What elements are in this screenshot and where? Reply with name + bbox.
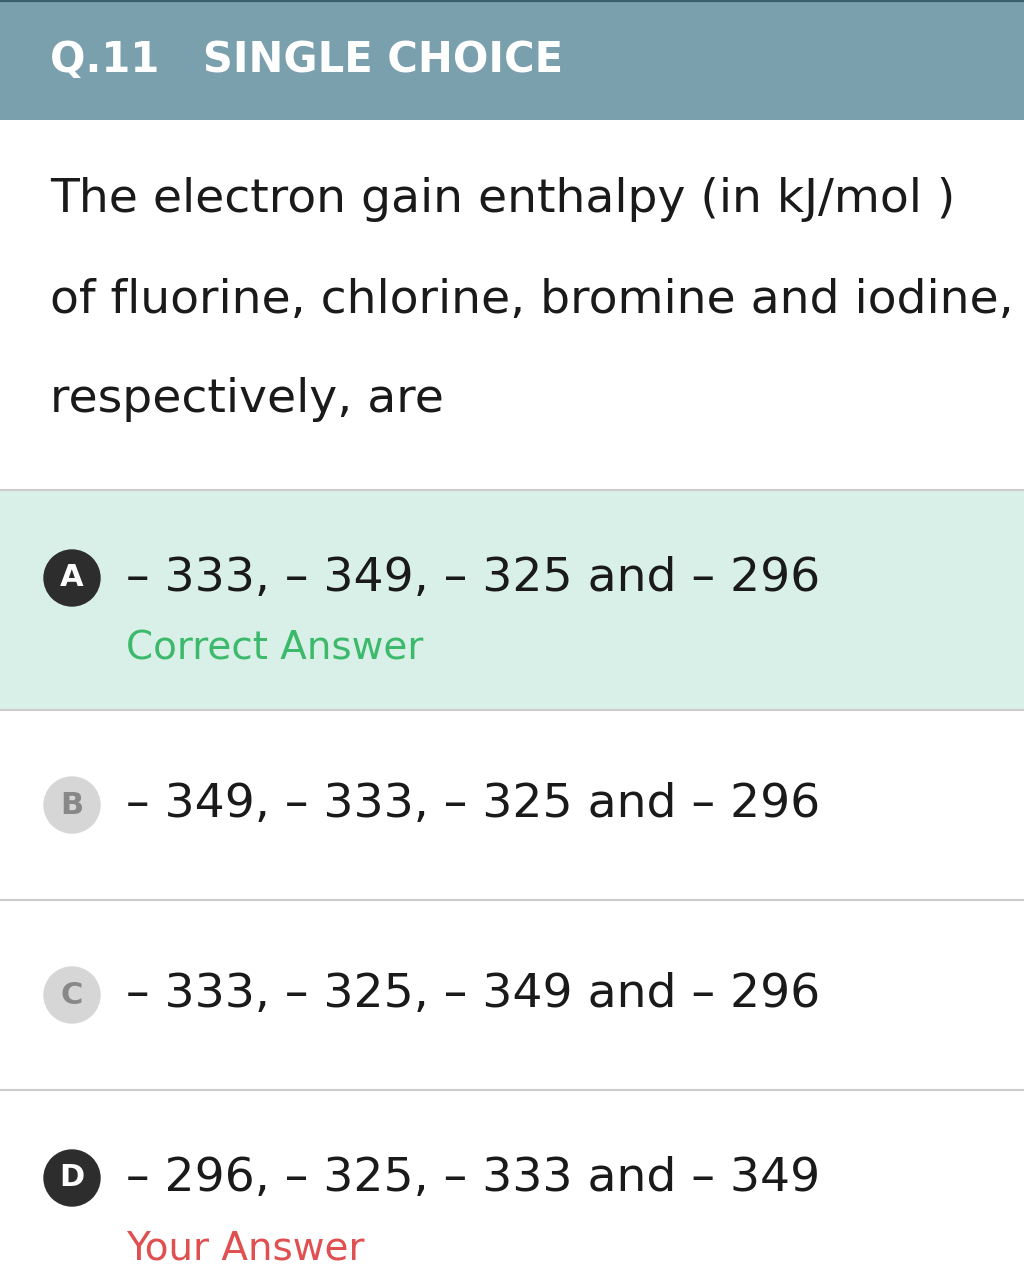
Circle shape — [44, 777, 100, 833]
Text: A: A — [60, 564, 84, 592]
Text: B: B — [60, 791, 84, 819]
FancyBboxPatch shape — [0, 900, 1024, 1090]
FancyBboxPatch shape — [0, 709, 1024, 900]
Text: D: D — [59, 1164, 85, 1193]
Text: The electron gain enthalpy (in kJ/mol ): The electron gain enthalpy (in kJ/mol ) — [50, 177, 955, 222]
Text: Correct Answer: Correct Answer — [126, 629, 423, 667]
Circle shape — [44, 550, 100, 606]
Text: respectively, are: respectively, are — [50, 378, 443, 422]
Text: – 296, – 325, – 333 and – 349: – 296, – 325, – 333 and – 349 — [126, 1156, 820, 1201]
Text: of fluorine, chlorine, bromine and iodine,: of fluorine, chlorine, bromine and iodin… — [50, 277, 1014, 323]
Text: C: C — [60, 980, 83, 1009]
FancyBboxPatch shape — [0, 490, 1024, 709]
Circle shape — [44, 1150, 100, 1206]
Text: Q.11   SINGLE CHOICE: Q.11 SINGLE CHOICE — [50, 40, 563, 80]
Circle shape — [44, 967, 100, 1023]
Text: – 333, – 325, – 349 and – 296: – 333, – 325, – 349 and – 296 — [126, 972, 820, 1017]
Text: Your Answer: Your Answer — [126, 1229, 365, 1267]
FancyBboxPatch shape — [0, 0, 1024, 120]
FancyBboxPatch shape — [0, 1090, 1024, 1276]
Text: – 349, – 333, – 325 and – 296: – 349, – 333, – 325 and – 296 — [126, 782, 820, 828]
FancyBboxPatch shape — [0, 120, 1024, 490]
Text: – 333, – 349, – 325 and – 296: – 333, – 349, – 325 and – 296 — [126, 555, 820, 601]
